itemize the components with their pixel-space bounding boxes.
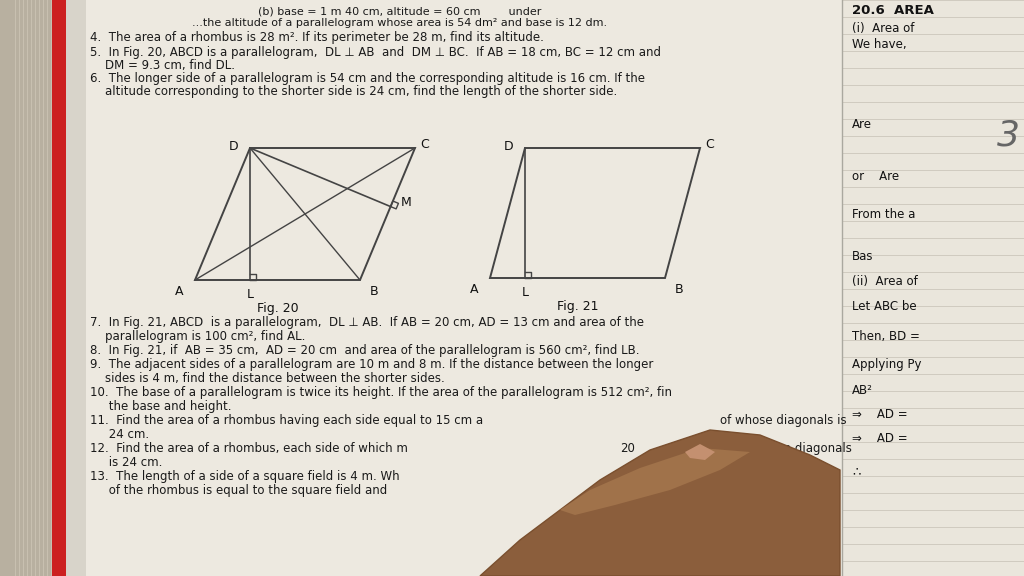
Text: 20: 20 — [620, 442, 635, 455]
Text: L: L — [521, 286, 528, 299]
Text: 5.  In Fig. 20, ABCD is a parallelogram,  DL ⊥ AB  and  DM ⊥ BC.  If AB = 18 cm,: 5. In Fig. 20, ABCD is a parallelogram, … — [90, 46, 662, 59]
Text: C: C — [705, 138, 714, 150]
Text: sides is 4 m, find the distance between the shorter sides.: sides is 4 m, find the distance between … — [90, 372, 444, 385]
Text: 8.  In Fig. 21, if  AB = 35 cm,  AD = 20 cm  and area of the parallelogram is 56: 8. In Fig. 21, if AB = 35 cm, AD = 20 cm… — [90, 344, 640, 357]
Text: D: D — [228, 139, 238, 153]
Text: M: M — [400, 196, 412, 209]
Text: 12.  Find the area of a rhombus, each side of which m: 12. Find the area of a rhombus, each sid… — [90, 442, 408, 455]
Text: Fig. 20: Fig. 20 — [257, 302, 298, 315]
Text: 6.  The longer side of a parallelogram is 54 cm and the corresponding altitude i: 6. The longer side of a parallelogram is… — [90, 72, 645, 85]
Text: Fig. 21: Fig. 21 — [557, 300, 598, 313]
Polygon shape — [560, 448, 750, 515]
Text: (ii)  Area of: (ii) Area of — [852, 275, 918, 288]
Text: or    Are: or Are — [852, 170, 899, 183]
Text: ne of whose diagonals: ne of whose diagonals — [720, 442, 852, 455]
Text: ⇒    AD =: ⇒ AD = — [852, 432, 907, 445]
Bar — [66, 0, 842, 576]
Text: 20.6  AREA: 20.6 AREA — [852, 4, 934, 17]
Text: 7.  In Fig. 21, ABCD  is a parallelogram,  DL ⊥ AB.  If AB = 20 cm, AD = 13 cm a: 7. In Fig. 21, ABCD is a parallelogram, … — [90, 316, 644, 329]
Text: A: A — [469, 283, 478, 296]
Bar — [842, 0, 1024, 576]
Text: ∴: ∴ — [852, 465, 860, 478]
Text: ⇒    AD =: ⇒ AD = — [852, 408, 907, 421]
Text: From the a: From the a — [852, 208, 915, 221]
Bar — [0, 0, 62, 576]
Text: 10.  The base of a parallelogram is twice its height. If the area of the paralle: 10. The base of a parallelogram is twice… — [90, 386, 672, 399]
Text: L: L — [247, 288, 254, 301]
Text: Then, BD =: Then, BD = — [852, 330, 920, 343]
Polygon shape — [480, 430, 840, 576]
Bar — [66, 0, 86, 576]
Text: altitude corresponding to the shorter side is 24 cm, find the length of the shor: altitude corresponding to the shorter si… — [90, 85, 617, 98]
Bar — [52, 0, 66, 576]
Text: B: B — [370, 285, 379, 298]
Text: 24 cm.: 24 cm. — [90, 428, 150, 441]
Text: rhombus, if the area: rhombus, if the area — [700, 470, 820, 483]
Text: We have,: We have, — [852, 38, 906, 51]
Text: of whose diagonals is: of whose diagonals is — [720, 414, 847, 427]
Text: Are: Are — [852, 118, 872, 131]
Text: D: D — [504, 139, 513, 153]
Text: the base and height.: the base and height. — [90, 400, 231, 413]
Text: parallelogram is 100 cm², find AL.: parallelogram is 100 cm², find AL. — [90, 330, 305, 343]
Text: of the rhombus is equal to the square field and: of the rhombus is equal to the square fi… — [90, 484, 387, 497]
Text: Bas: Bas — [852, 250, 873, 263]
Text: (i)  Area of: (i) Area of — [852, 22, 914, 35]
Text: 11.  Find the area of a rhombus having each side equal to 15 cm a: 11. Find the area of a rhombus having ea… — [90, 414, 483, 427]
Text: 9.  The adjacent sides of a parallelogram are 10 m and 8 m. If the distance betw: 9. The adjacent sides of a parallelogram… — [90, 358, 653, 371]
Text: A: A — [174, 285, 183, 298]
Text: (b) base = 1 m 40 cm, altitude = 60 cm        under: (b) base = 1 m 40 cm, altitude = 60 cm u… — [258, 6, 542, 16]
Text: Let ABC be: Let ABC be — [852, 300, 916, 313]
Text: 13.  The length of a side of a square field is 4 m. Wh: 13. The length of a side of a square fie… — [90, 470, 399, 483]
Text: DM = 9.3 cm, find DL.: DM = 9.3 cm, find DL. — [90, 59, 234, 72]
Text: 3: 3 — [996, 118, 1020, 152]
Text: AB²: AB² — [852, 384, 872, 397]
Text: B: B — [675, 283, 684, 296]
Text: 4.  The area of a rhombus is 28 m². If its perimeter be 28 m, find its altitude.: 4. The area of a rhombus is 28 m². If it… — [90, 31, 544, 44]
Text: Applying Py: Applying Py — [852, 358, 922, 371]
Text: ...the altitude of a parallelogram whose area is 54 dm² and base is 12 dm.: ...the altitude of a parallelogram whose… — [193, 18, 607, 28]
Text: is 24 cm.: is 24 cm. — [90, 456, 163, 469]
Text: C: C — [420, 138, 429, 150]
Polygon shape — [685, 444, 715, 460]
